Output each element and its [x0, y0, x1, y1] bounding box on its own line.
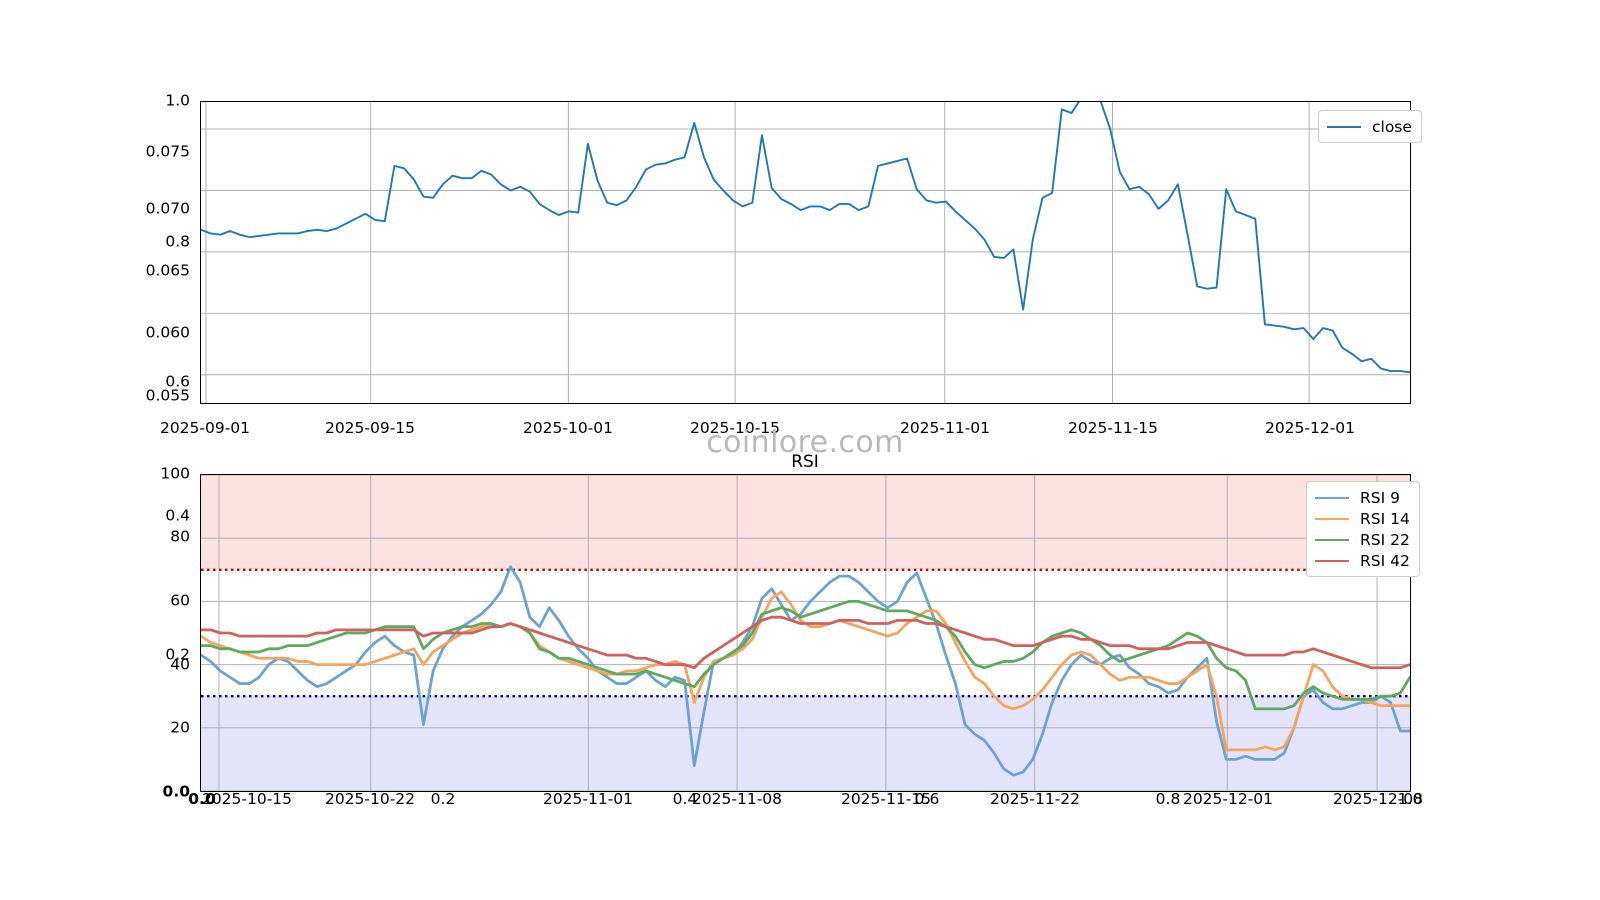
price-ytick-norm-1: 0.8 [165, 232, 190, 251]
rsi-xtick-date-0: 2025-10-15 [201, 790, 293, 808]
legend-label-rsi9: RSI 9 [1360, 488, 1400, 507]
rsi-ytick-1: 80 [170, 527, 190, 546]
rsi-xtick-date-4: 2025-11-15 [840, 790, 932, 808]
legend-item-close[interactable]: close [1327, 116, 1412, 137]
rsi14-line-swatch [1315, 517, 1349, 520]
rsi-ytick-2: 60 [170, 591, 190, 610]
legend-label-rsi22: RSI 22 [1360, 530, 1410, 549]
legend-item-rsi42[interactable]: RSI 42 [1315, 550, 1410, 571]
rsi-ytick-norm-0: 0.4 [165, 506, 190, 525]
legend-item-rsi9[interactable]: RSI 9 [1315, 487, 1410, 508]
price-xtick-0: 2025-09-01 [159, 419, 251, 437]
rsi-ytick-norm-1: 0.2 [165, 645, 190, 664]
legend-item-rsi22[interactable]: RSI 22 [1315, 529, 1410, 550]
rsi-xtick-norm-0: 0.0 [188, 790, 216, 808]
price-xtick-2: 2025-10-01 [522, 419, 614, 437]
rsi-chart-title: RSI [791, 452, 819, 472]
price-ytick-2: 0.065 [145, 261, 190, 280]
price-ytick-4: 0.055 [145, 386, 190, 405]
rsi-xtick-date-5: 2025-11-22 [989, 790, 1081, 808]
legend-item-rsi14[interactable]: RSI 14 [1315, 508, 1410, 529]
rsi-ytick-5: 0.0 [162, 782, 190, 801]
legend-label-rsi14: RSI 14 [1360, 509, 1410, 528]
price-ytick-0: 0.075 [145, 142, 190, 161]
rsi-ytick-4: 20 [170, 718, 190, 737]
rsi-xtick-date-3: 2025-11-08 [691, 790, 783, 808]
price-chart-axes [200, 101, 1411, 404]
rsi-chart-axes [200, 474, 1411, 792]
rsi-xtick-date-6: 2025-12-01 [1182, 790, 1274, 808]
close-line-swatch [1327, 125, 1361, 128]
rsi22-line-swatch [1315, 538, 1349, 541]
price-ytick-norm-2: 0.6 [165, 372, 190, 391]
rsi-ytick-3: 40 [170, 655, 190, 674]
price-ytick-1: 0.070 [145, 199, 190, 218]
rsi-xtick-date-2: 2025-11-01 [542, 790, 634, 808]
price-xtick-4: 2025-11-01 [899, 419, 991, 437]
price-ytick-norm-0: 1.0 [165, 91, 190, 110]
price-xtick-6: 2025-12-01 [1264, 419, 1356, 437]
rsi-xtick-norm-2: 0.4 [672, 790, 698, 808]
rsi-xtick-date-7: 2025-12-08 [1332, 790, 1424, 808]
rsi42-line-swatch [1315, 559, 1349, 562]
price-chart-legend: close [1318, 110, 1422, 143]
rsi-xtick-norm-1: 0.2 [430, 790, 456, 808]
rsi9-line-swatch [1315, 496, 1349, 499]
rsi-xtick-norm-5: 1.0 [1397, 790, 1423, 808]
price-xtick-5: 2025-11-15 [1067, 419, 1159, 437]
watermark: coinlore.com [706, 425, 904, 460]
price-line-series [201, 102, 1410, 403]
price-plot-area [201, 102, 1410, 403]
legend-label-rsi42: RSI 42 [1360, 551, 1410, 570]
rsi-plot-area [201, 475, 1410, 791]
price-xtick-1: 2025-09-15 [324, 419, 416, 437]
rsi-ytick-0: 100 [160, 464, 190, 483]
rsi-line-series [201, 475, 1410, 791]
rsi-xtick-norm-4: 0.8 [1155, 790, 1181, 808]
price-ytick-3: 0.060 [145, 323, 190, 342]
rsi-xtick-date-1: 2025-10-22 [324, 790, 416, 808]
legend-label-close: close [1372, 117, 1412, 136]
rsi-xtick-norm-3: 0.6 [914, 790, 940, 808]
rsi-chart-legend: RSI 9 RSI 14 RSI 22 RSI 42 [1306, 481, 1420, 577]
price-xtick-3: 2025-10-15 [689, 419, 781, 437]
